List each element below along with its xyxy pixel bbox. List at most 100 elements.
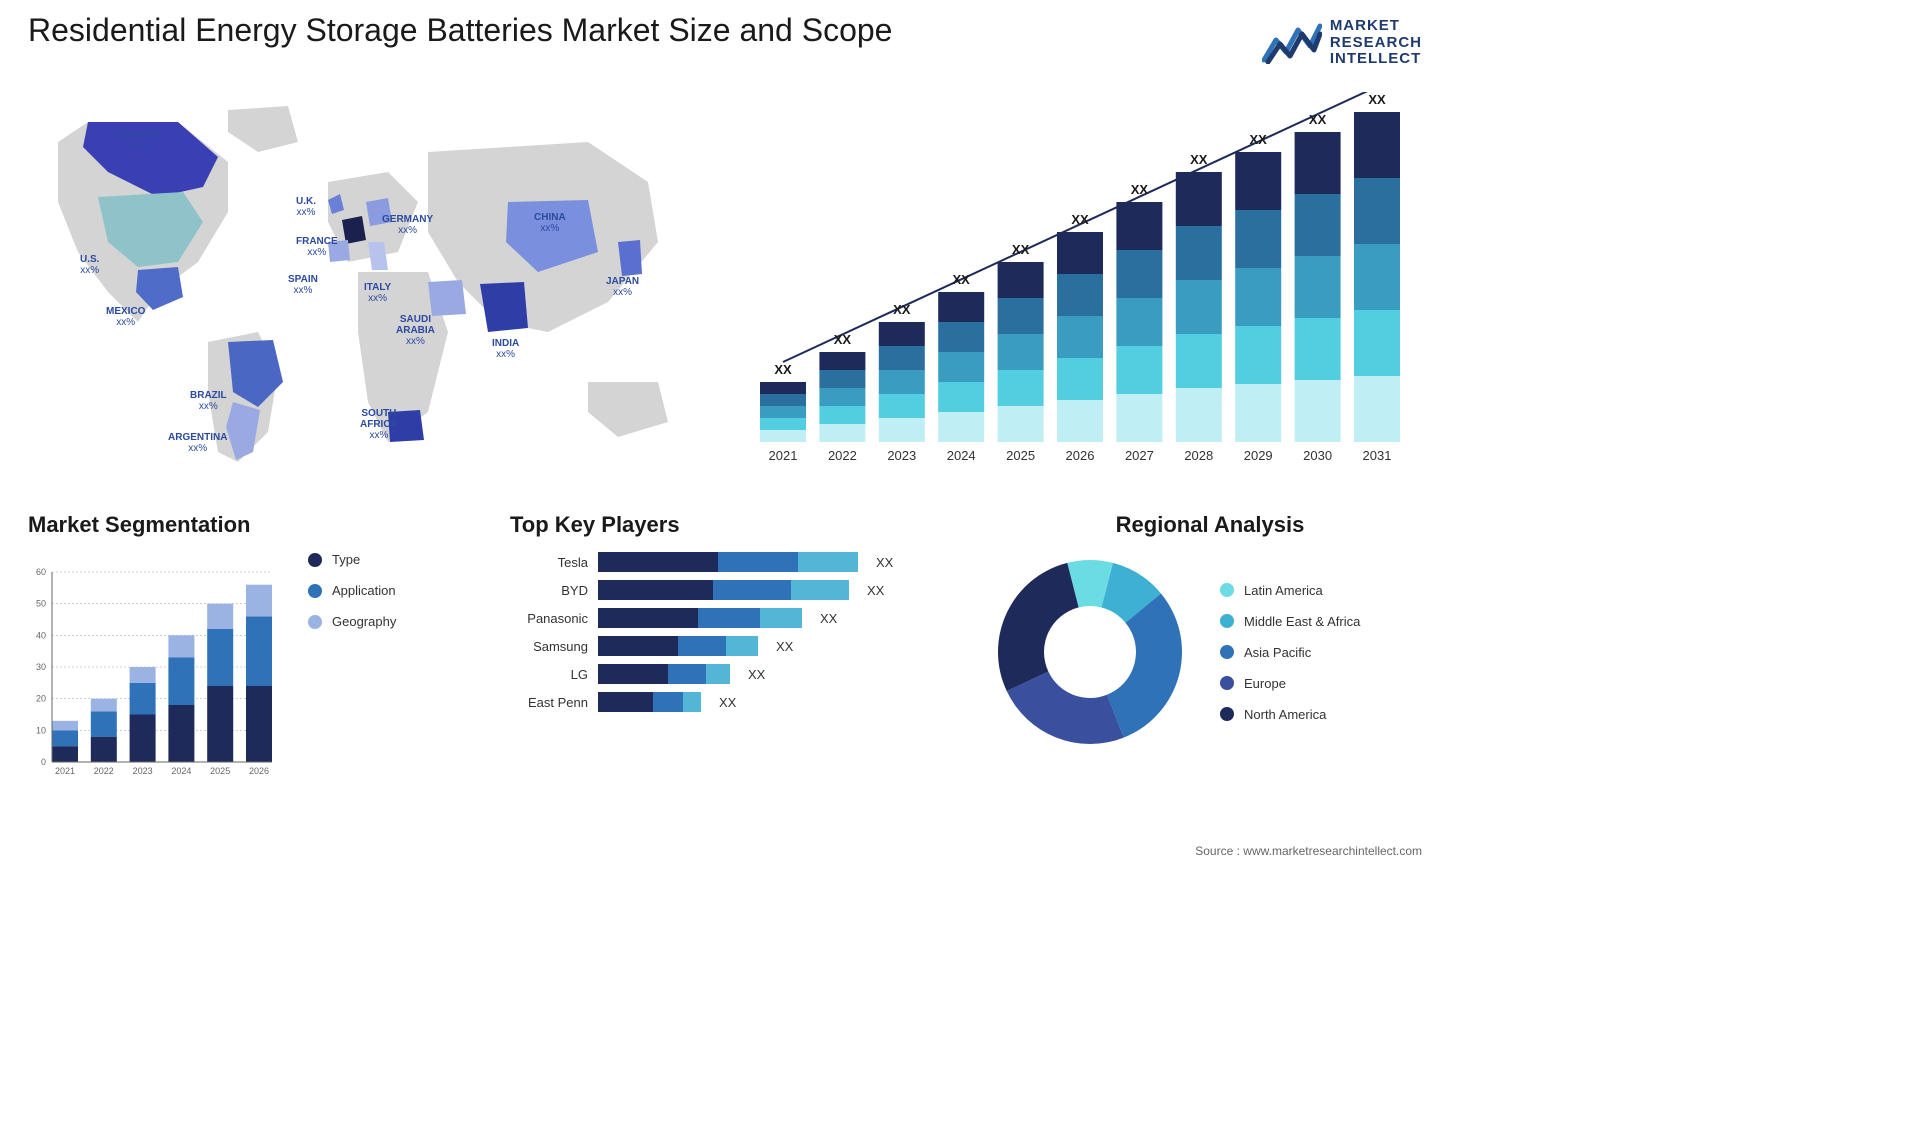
player-value: XX (776, 639, 793, 654)
svg-text:2027: 2027 (1125, 448, 1154, 463)
map-country-label: SAUDIARABIAxx% (396, 314, 435, 347)
svg-text:2029: 2029 (1244, 448, 1273, 463)
svg-text:2030: 2030 (1303, 448, 1332, 463)
svg-text:2022: 2022 (94, 766, 114, 776)
world-map-panel: CANADAxx% U.S.xx% MEXICOxx% BRAZILxx% ARGENT… (28, 92, 708, 472)
player-name: Panasonic (510, 611, 588, 626)
svg-text:2023: 2023 (133, 766, 153, 776)
regional-legend-item: Europe (1220, 676, 1360, 691)
player-name: Samsung (510, 639, 588, 654)
svg-text:XX: XX (1012, 242, 1030, 257)
regional-legend: Latin America Middle East & Africa Asia Pa… (1220, 583, 1360, 722)
logo-mark-icon (1262, 22, 1322, 64)
svg-text:XX: XX (1190, 152, 1208, 167)
segmentation-bar-chart: 0 10 20 30 40 50 60 2021 2022 2023 2024 2025 2026 (28, 552, 278, 782)
player-name: East Penn (510, 695, 588, 710)
segmentation-legend-item: Type (308, 552, 396, 567)
svg-text:XX: XX (774, 362, 792, 377)
svg-text:2024: 2024 (947, 448, 976, 463)
svg-text:XX: XX (1368, 92, 1386, 107)
segmentation-title: Market Segmentation (28, 512, 468, 538)
map-country-label: CHINAxx% (534, 212, 566, 234)
regional-panel: Regional Analysis Latin America Middle Ea… (990, 512, 1430, 752)
svg-text:50: 50 (36, 599, 46, 609)
key-players-list: TeslaXXBYDXXPanasonicXXSamsungXXLGXXEast… (510, 552, 950, 712)
map-country-label: SOUTHAFRICAxx% (360, 408, 398, 441)
svg-text:XX: XX (1309, 112, 1327, 127)
player-name: LG (510, 667, 588, 682)
segmentation-legend: Type Application Geography (308, 552, 396, 629)
player-bar (598, 692, 701, 712)
segmentation-legend-item: Geography (308, 614, 396, 629)
map-country-label: BRAZILxx% (190, 390, 227, 412)
svg-text:60: 60 (36, 567, 46, 577)
svg-text:XX: XX (1250, 132, 1268, 147)
regional-legend-item: Asia Pacific (1220, 645, 1360, 660)
svg-text:30: 30 (36, 662, 46, 672)
map-country-label: U.S.xx% (80, 254, 99, 276)
svg-text:2025: 2025 (210, 766, 230, 776)
map-country-label: SPAINxx% (288, 274, 318, 296)
svg-text:2023: 2023 (887, 448, 916, 463)
player-value: XX (748, 667, 765, 682)
map-country-label: INDIAxx% (492, 338, 519, 360)
player-name: Tesla (510, 555, 588, 570)
key-players-title: Top Key Players (510, 512, 950, 538)
segmentation-panel: Market Segmentation 0 10 20 30 40 50 60 2021 202… (28, 512, 468, 782)
svg-text:XX: XX (834, 332, 852, 347)
map-country-label: U.K.xx% (296, 196, 316, 218)
player-value: XX (820, 611, 837, 626)
player-value: XX (719, 695, 736, 710)
segmentation-legend-item: Application (308, 583, 396, 598)
growth-bar-chart: XX2021XX2022XX2023XX2024XX2025XX2026XX20… (740, 92, 1420, 472)
player-value: XX (876, 555, 893, 570)
svg-text:20: 20 (36, 694, 46, 704)
svg-text:XX: XX (1071, 212, 1089, 227)
player-row: LG XX (510, 664, 950, 684)
logo-text: MARKET RESEARCH INTELLECT (1330, 18, 1422, 68)
regional-donut-chart (990, 552, 1190, 752)
regional-legend-item: Latin America (1220, 583, 1360, 598)
player-row: Panasonic XX (510, 608, 950, 628)
svg-text:2021: 2021 (769, 448, 798, 463)
svg-text:2024: 2024 (171, 766, 191, 776)
map-country-label: JAPANxx% (606, 276, 639, 298)
player-name: BYD (510, 583, 588, 598)
source-attribution: Source : www.marketresearchintellect.com (1195, 844, 1422, 858)
map-country-label: GERMANYxx% (382, 214, 433, 236)
svg-text:0: 0 (41, 757, 46, 767)
svg-text:2026: 2026 (249, 766, 269, 776)
svg-text:10: 10 (36, 725, 46, 735)
svg-text:2031: 2031 (1363, 448, 1392, 463)
key-players-panel: Top Key Players TeslaXXBYDXXPanasonicXXS… (510, 512, 950, 720)
player-row: Tesla XX (510, 552, 950, 572)
regional-title: Regional Analysis (990, 512, 1430, 538)
growth-chart-panel: XX2021XX2022XX2023XX2024XX2025XX2026XX20… (740, 92, 1420, 472)
regional-legend-item: North America (1220, 707, 1360, 722)
brand-logo: MARKET RESEARCH INTELLECT (1262, 18, 1422, 68)
svg-text:40: 40 (36, 630, 46, 640)
svg-text:XX: XX (893, 302, 911, 317)
map-country-label: MEXICOxx% (106, 306, 145, 328)
map-country-label: FRANCExx% (296, 236, 338, 258)
player-row: East Penn XX (510, 692, 950, 712)
page-title: Residential Energy Storage Batteries Mar… (28, 12, 892, 49)
player-bar (598, 664, 730, 684)
svg-text:XX: XX (953, 272, 971, 287)
player-row: Samsung XX (510, 636, 950, 656)
player-bar (598, 552, 858, 572)
map-country-label: ITALYxx% (364, 282, 391, 304)
map-country-label: ARGENTINAxx% (168, 432, 227, 454)
regional-legend-item: Middle East & Africa (1220, 614, 1360, 629)
player-bar (598, 580, 849, 600)
player-bar (598, 608, 802, 628)
svg-text:XX: XX (1131, 182, 1149, 197)
player-value: XX (867, 583, 884, 598)
map-country-label: CANADAxx% (116, 130, 159, 152)
player-row: BYD XX (510, 580, 950, 600)
svg-text:2028: 2028 (1184, 448, 1213, 463)
svg-text:2026: 2026 (1066, 448, 1095, 463)
svg-text:2025: 2025 (1006, 448, 1035, 463)
svg-text:2021: 2021 (55, 766, 75, 776)
player-bar (598, 636, 758, 656)
